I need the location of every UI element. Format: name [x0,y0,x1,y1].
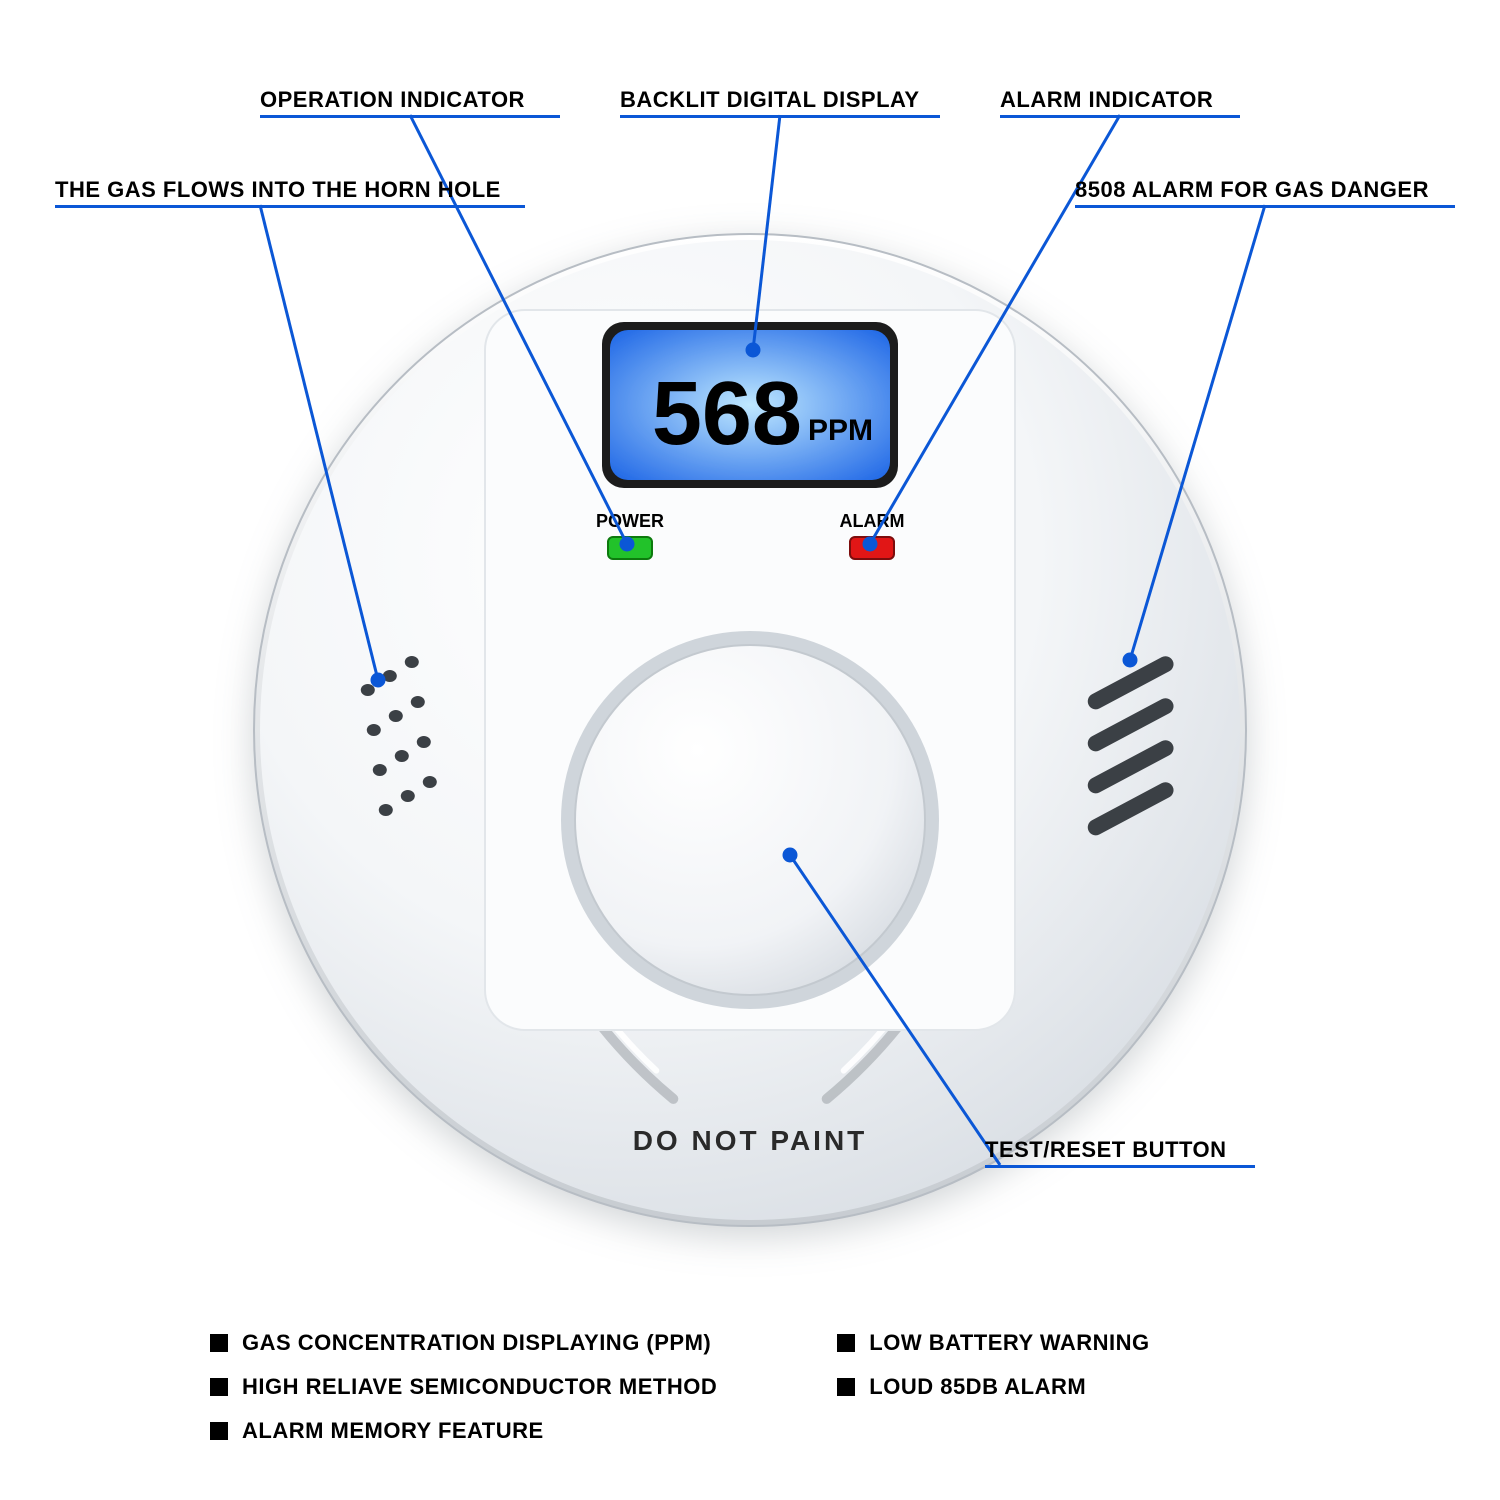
diagram-canvas: 568 PPM POWER ALARM DO NOT PAINT [0,0,1500,1500]
horn-hole [405,656,419,668]
leader-dot [747,344,759,356]
power-label: POWER [596,511,664,531]
square-bullet-icon [837,1378,855,1396]
square-bullet-icon [210,1334,228,1352]
test-reset-button[interactable] [561,631,939,1009]
horn-hole [395,750,409,762]
callout-op: OPERATION INDICATOR [260,87,525,113]
callout-underline [260,115,560,118]
square-bullet-icon [210,1422,228,1440]
feature-text: GAS CONCENTRATION DISPLAYING (PPM) [242,1330,711,1356]
feature-col-left: GAS CONCENTRATION DISPLAYING (PPM) HIGH R… [210,1330,717,1444]
callout-horn: THE GAS FLOWS INTO THE HORN HOLE [55,177,501,203]
feature-text: LOUD 85DB ALARM [869,1374,1086,1400]
horn-hole [367,724,381,736]
leader-dot [784,849,796,861]
horn-hole [417,736,431,748]
feature-col-right: LOW BATTERY WARNING LOUD 85DB ALARM [837,1330,1149,1444]
callout-test: TEST/RESET BUTTON [985,1137,1227,1163]
horn-hole [411,696,425,708]
callout-danger: 8508 ALARM FOR GAS DANGER [1075,177,1429,203]
callout-underline [620,115,940,118]
feature-item: ALARM MEMORY FEATURE [210,1418,717,1444]
callout-display: BACKLIT DIGITAL DISPLAY [620,87,920,113]
feature-item: GAS CONCENTRATION DISPLAYING (PPM) [210,1330,717,1356]
feature-text: LOW BATTERY WARNING [869,1330,1149,1356]
horn-hole [379,804,393,816]
leader-dot [1124,654,1136,666]
square-bullet-icon [210,1378,228,1396]
horn-hole [361,684,375,696]
do-not-paint-text: DO NOT PAINT [633,1125,868,1156]
leader-dot [864,538,876,550]
horn-hole [423,776,437,788]
horn-hole [373,764,387,776]
horn-hole [389,710,403,722]
leader-dot [621,538,633,550]
leader-dot [372,674,384,686]
feature-item: LOW BATTERY WARNING [837,1330,1149,1356]
feature-list: GAS CONCENTRATION DISPLAYING (PPM) HIGH R… [210,1330,1150,1444]
callout-underline [985,1165,1255,1168]
alarm-label: ALARM [840,511,905,531]
square-bullet-icon [837,1334,855,1352]
feature-text: ALARM MEMORY FEATURE [242,1418,544,1444]
callout-underline [1075,205,1455,208]
feature-item: LOUD 85DB ALARM [837,1374,1149,1400]
feature-text: HIGH RELIAVE SEMICONDUCTOR METHOD [242,1374,717,1400]
gas-detector-device: 568 PPM POWER ALARM DO NOT PAINT [254,234,1246,1226]
display-unit: PPM [808,414,873,447]
feature-item: HIGH RELIAVE SEMICONDUCTOR METHOD [210,1374,717,1400]
horn-hole [401,790,415,802]
callout-alarm: ALARM INDICATOR [1000,87,1213,113]
display-value: 568 [652,364,802,464]
callout-underline [55,205,525,208]
callout-underline [1000,115,1240,118]
